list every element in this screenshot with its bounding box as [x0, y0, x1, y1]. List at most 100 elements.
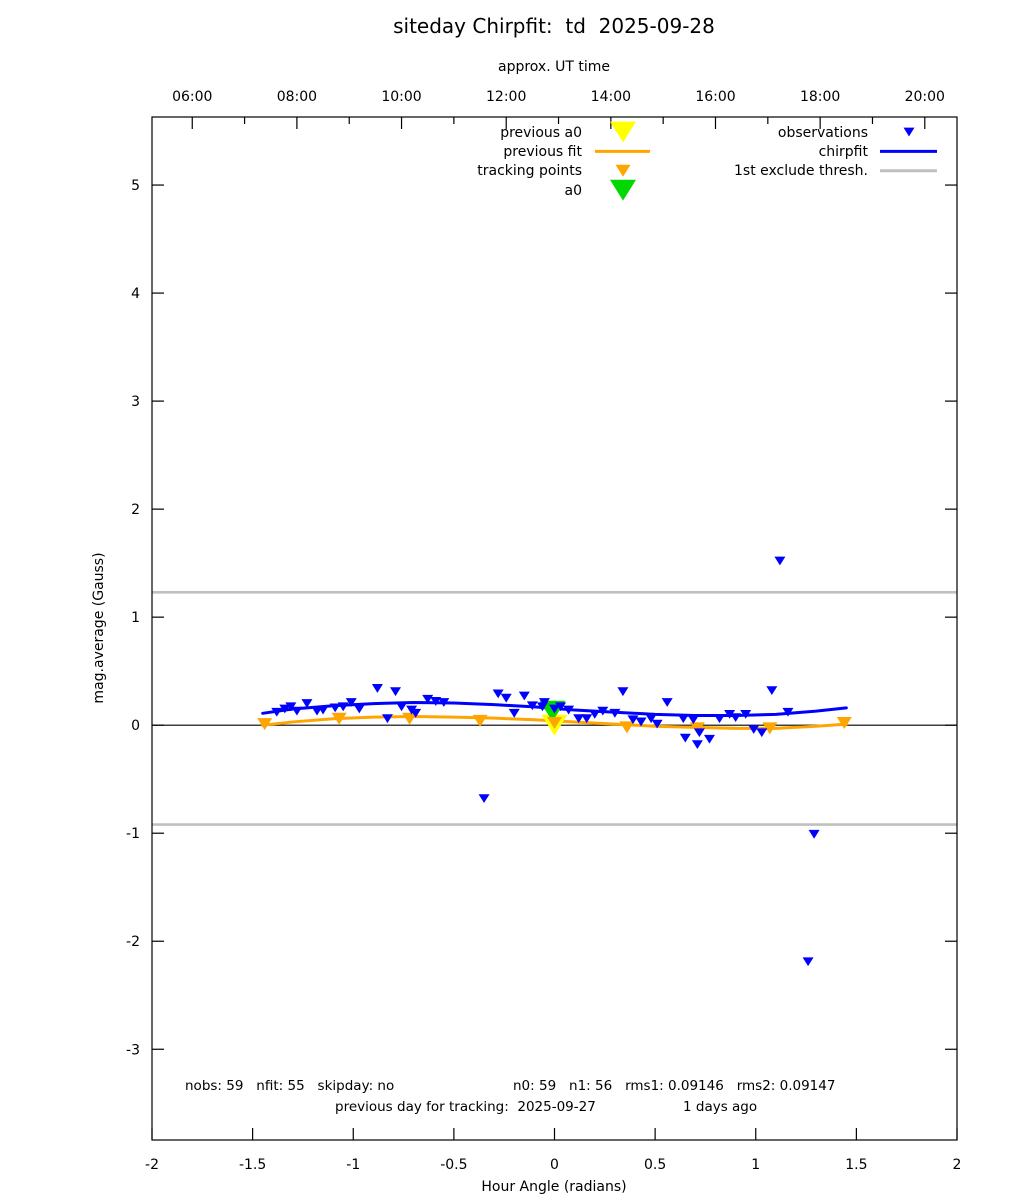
tracking-point: [762, 722, 778, 735]
stats-line2-left: previous day for tracking: 2025-09-27: [335, 1099, 596, 1115]
legend-marker-observations: [903, 127, 915, 137]
observation-point: [563, 705, 575, 715]
legend-marker-tracking-points: [615, 164, 631, 177]
x-tick-label: -1.5: [239, 1157, 266, 1173]
fit-statistics: nobs: 59 nfit: 55 skipday: no n0: 59 n1:…: [185, 1078, 835, 1115]
legend: previous a0 previous fit tracking points…: [477, 121, 937, 201]
observation-point: [645, 714, 657, 724]
observation-point: [651, 719, 663, 729]
observation-point: [317, 705, 329, 715]
observation-point: [271, 707, 283, 717]
observation-point: [802, 957, 814, 967]
stats-line2-right: 1 days ago: [683, 1099, 757, 1115]
observation-point: [617, 687, 629, 697]
observation-point: [291, 706, 303, 716]
observation-point: [589, 709, 601, 719]
y-tick-label: 5: [131, 178, 140, 194]
observation-point: [518, 691, 530, 701]
observation-point: [301, 699, 313, 708]
y-axis-title: mag.average (Gauss): [91, 552, 107, 703]
legend-label-previous-fit: previous fit: [503, 144, 582, 160]
observation-point: [581, 714, 593, 724]
x-tick-label: -0.5: [440, 1157, 467, 1173]
observation-point: [555, 702, 567, 712]
observation-point: [609, 708, 621, 718]
tracking-point: [836, 717, 852, 730]
legend-marker-a0: [610, 179, 636, 201]
y-tick-label: -1: [126, 826, 140, 842]
top-tick-label: 14:00: [591, 89, 631, 105]
observation-point: [345, 698, 357, 707]
observation-point: [766, 686, 778, 696]
observation-point: [677, 714, 689, 724]
y-tick-label: 4: [131, 286, 140, 302]
top-tick-label: 16:00: [695, 89, 735, 105]
y-tick-label: 3: [131, 394, 140, 410]
top-tick-label: 08:00: [277, 89, 317, 105]
x-tick-label: 0.5: [644, 1157, 666, 1173]
observation-point: [730, 713, 742, 723]
top-tick-label: 10:00: [381, 89, 421, 105]
tracking-point: [402, 712, 418, 725]
observation-point: [573, 714, 585, 724]
legend-marker-previous-a0: [610, 121, 636, 143]
legend-markers: [595, 121, 937, 201]
observation-point: [279, 704, 291, 714]
legend-label-exclude-thresh: 1st exclude thresh.: [734, 163, 868, 179]
observation-point: [597, 706, 609, 716]
observation-point: [748, 725, 760, 734]
legend-label-tracking-points: tracking points: [477, 163, 582, 179]
observation-point: [538, 698, 550, 707]
tracking-point: [619, 721, 635, 734]
legend-label-previous-a0: previous a0: [500, 125, 582, 141]
observation-point: [693, 728, 705, 738]
x-tick-label: -1: [346, 1157, 360, 1173]
observation-point: [500, 693, 512, 703]
observation-point: [337, 702, 349, 712]
top-tick-label: 20:00: [905, 89, 945, 105]
observation-point: [478, 794, 490, 804]
tracking-point: [472, 714, 488, 727]
stats-line1-left: nobs: 59 nfit: 55 skipday: no: [185, 1078, 394, 1094]
observation-point: [285, 702, 297, 712]
top-tick-label: 12:00: [486, 89, 526, 105]
legend-label-a0: a0: [565, 183, 583, 199]
observation-point: [740, 709, 752, 719]
observation-point: [549, 704, 560, 714]
observation-point: [724, 709, 736, 719]
observation-point: [756, 728, 768, 738]
x-axis-title: Hour Angle (radians): [481, 1179, 626, 1195]
observation-point: [329, 703, 341, 713]
y-tick-label: -3: [126, 1042, 140, 1058]
observation-point: [492, 689, 504, 699]
top-tick-label: 06:00: [172, 89, 212, 105]
x-tick-label: -2: [145, 1157, 159, 1173]
observation-point: [679, 733, 691, 743]
top-axis-title: approx. UT time: [498, 59, 610, 75]
observation-point: [371, 684, 383, 693]
observation-point: [508, 708, 520, 718]
plot-layer: -2 -1.5 -1 -0.5 0 0.5 1 1.5 2 06:00 08:00 10:00 12:0…: [126, 89, 961, 1173]
observation-point: [691, 740, 703, 750]
observation-point: [774, 556, 786, 566]
observation-point: [703, 734, 715, 744]
y-tick-label: 1: [131, 610, 140, 626]
observation-point: [430, 697, 442, 706]
observation-point: [635, 717, 647, 727]
observation-point: [782, 707, 794, 717]
x-tick-label: 1.5: [845, 1157, 867, 1173]
observation-point: [714, 714, 726, 724]
observation-point: [808, 829, 820, 839]
tracking-point: [331, 712, 347, 725]
plot-border: [151, 116, 958, 1141]
x-tick-label: 2: [953, 1157, 962, 1173]
observations-series: [271, 556, 820, 967]
tracking-point: [547, 717, 562, 730]
y-tick-label: 0: [131, 718, 140, 734]
legend-label-observations: observations: [778, 125, 868, 141]
observation-point: [353, 704, 365, 714]
observation-point: [381, 714, 393, 724]
stats-line1-right: n0: 59 n1: 56 rms1: 0.09146 rms2: 0.0914…: [513, 1078, 835, 1094]
